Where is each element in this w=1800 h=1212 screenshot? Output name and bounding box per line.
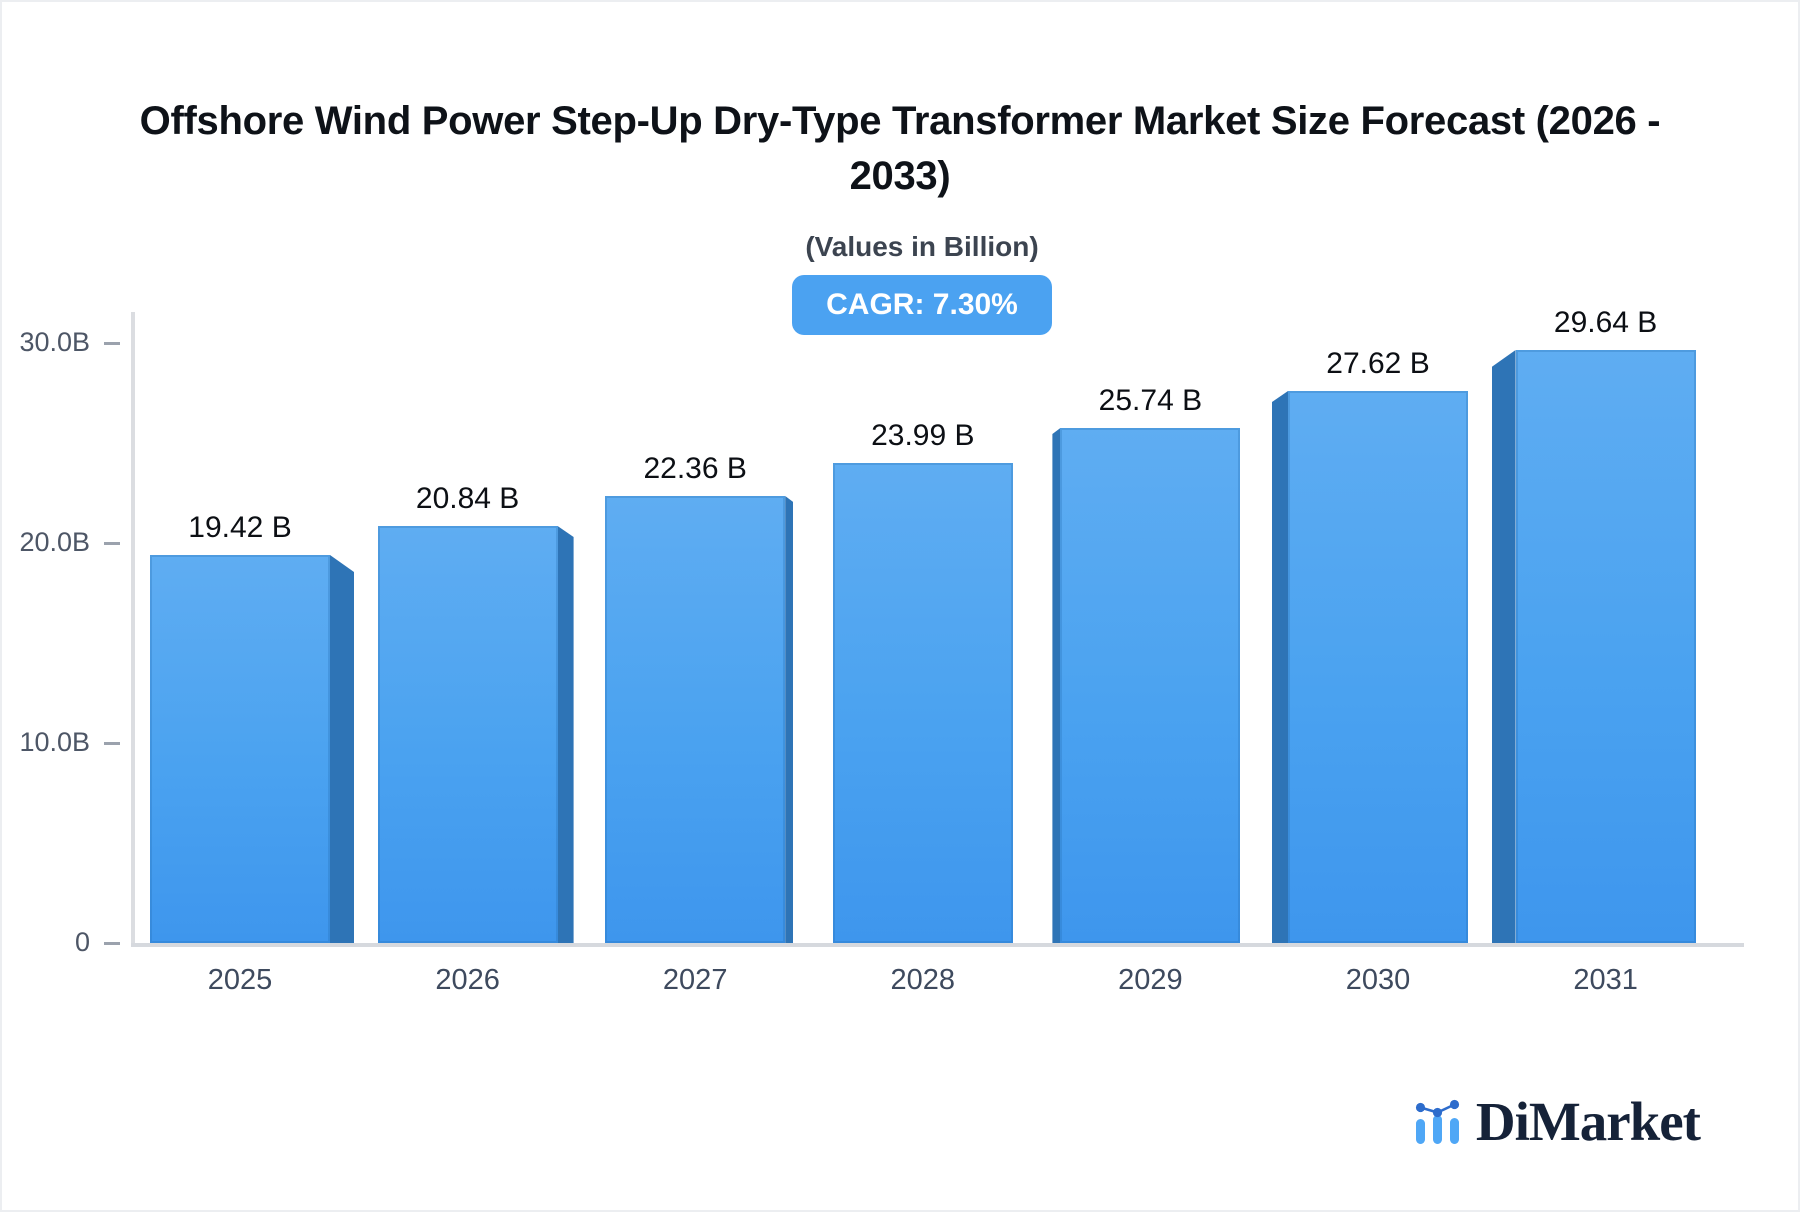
y-tick-mark — [104, 542, 120, 545]
bar-2031[interactable] — [1515, 350, 1696, 943]
bar-side-face — [330, 555, 354, 943]
bar-2027[interactable] — [605, 496, 786, 943]
bar-2029[interactable] — [1060, 428, 1241, 943]
x-axis-label-2028: 2028 — [890, 964, 956, 996]
x-axis-label-2027: 2027 — [662, 964, 728, 996]
bar-side-face — [785, 496, 794, 943]
bar-side-face — [1052, 428, 1061, 943]
x-axis-label-2031: 2031 — [1573, 964, 1638, 996]
bar-value-label: 27.62 B — [1326, 347, 1430, 380]
bar-value-label: 29.64 B — [1553, 306, 1658, 339]
x-axis-baseline — [131, 943, 1744, 947]
bar-value-label: 20.84 B — [415, 482, 520, 515]
y-tick-label: 20.0B — [19, 527, 90, 557]
bar-side-face — [1491, 350, 1516, 943]
bar-2028[interactable] — [832, 463, 1013, 943]
dimarket-logo: DiMarket — [1414, 1091, 1701, 1152]
cagr-badge: CAGR: 7.30% — [792, 275, 1052, 336]
x-axis-label-2025: 2025 — [207, 964, 273, 996]
y-tick-mark — [104, 942, 120, 945]
bar-side-face — [1272, 391, 1288, 943]
chart-title-line2: 2033) — [849, 154, 951, 199]
y-tick-label: 30.0B — [19, 327, 90, 357]
bar-chart-trend-icon — [1414, 1098, 1464, 1149]
x-axis-label-2030: 2030 — [1345, 964, 1411, 996]
bar-value-label: 22.36 B — [643, 452, 747, 485]
y-tick-mark — [104, 342, 120, 345]
y-tick-label: 10.0B — [19, 727, 90, 757]
x-axis-label-2029: 2029 — [1118, 964, 1183, 996]
bar-value-label: 23.99 B — [871, 419, 975, 452]
bar-2025[interactable] — [150, 555, 330, 943]
y-tick-mark — [104, 742, 120, 745]
y-axis-line — [131, 312, 135, 947]
bar-value-label: 25.74 B — [1098, 384, 1203, 417]
chart-title: Offshore Wind Power Step-Up Dry-Type Tra… — [2, 94, 1798, 204]
logo-brand-text: DiMarket — [1475, 1091, 1701, 1152]
bar-2026[interactable] — [377, 526, 558, 943]
bar-value-label: 19.42 B — [188, 511, 292, 544]
x-axis-label-2026: 2026 — [435, 964, 500, 996]
y-tick-label: 0 — [74, 927, 90, 957]
bar-side-face — [557, 526, 574, 943]
chart-subtitle: (Values in Billion) — [805, 231, 1039, 263]
bar-2030[interactable] — [1288, 391, 1468, 943]
chart-title-line1: Offshore Wind Power Step-Up Dry-Type Tra… — [139, 99, 1661, 143]
chart-header: Offshore Wind Power Step-Up Dry-Type Tra… — [2, 2, 1798, 336]
